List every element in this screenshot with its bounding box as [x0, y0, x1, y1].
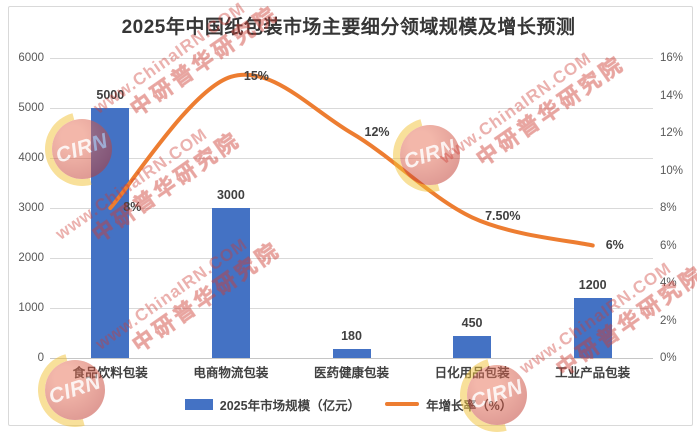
- gridline: [50, 257, 653, 259]
- category-label: 电商物流包装: [193, 366, 269, 380]
- watermark-url-text: www.ChinaIRN.COM: [436, 48, 595, 168]
- bar: [91, 108, 130, 358]
- right-axis-tick-label: 8%: [660, 202, 677, 214]
- left-axis-tick-label: 1000: [18, 302, 44, 314]
- bar-value-label: 1200: [578, 278, 607, 292]
- right-axis-tick-label: 6%: [660, 239, 677, 252]
- right-axis-tick-label: 10%: [660, 164, 684, 177]
- right-axis-tick-label: 0%: [660, 352, 677, 364]
- left-axis-tick-label: 0: [37, 352, 44, 364]
- legend-bar-label: 2025年市场规模（亿元）: [219, 398, 361, 413]
- cirn-logo-ring: [379, 104, 481, 206]
- gridline: [50, 57, 653, 59]
- bar-value-label: 450: [461, 315, 483, 330]
- category-label: 工业产品包装: [555, 366, 631, 380]
- line-point-label: 12%: [364, 125, 390, 139]
- cirn-logo-ball: [400, 125, 460, 185]
- watermark-cn-text: 中研普华研究院: [128, 237, 286, 357]
- chart-title: 2025年中国纸包装市场主要细分领域规模及增长预测: [121, 17, 576, 38]
- legend-line-swatch: [385, 402, 420, 406]
- line-point-label: 15%: [243, 68, 269, 83]
- cirn-logo-text: CIRN: [467, 375, 526, 414]
- bar: [573, 298, 612, 358]
- gridline: [50, 307, 653, 309]
- bar-value-label: 5000: [96, 88, 125, 102]
- right-axis-tick-label: 2%: [660, 314, 677, 327]
- legend-line-label: 年增长率（%）: [426, 398, 513, 413]
- left-axis-tick-label: 2000: [18, 252, 44, 264]
- line-point-label: 8%: [123, 200, 142, 214]
- bar: [211, 208, 250, 358]
- right-axis-tick-label: 16%: [660, 52, 684, 64]
- cirn-logo-text: CIRN: [400, 135, 459, 174]
- right-axis-tick-label: 14%: [660, 89, 684, 102]
- left-axis-tick-label: 4000: [18, 152, 44, 164]
- bar: [332, 349, 371, 358]
- bar-value-label: 3000: [216, 188, 245, 202]
- cirn-logo-watermark: CIRN: [379, 104, 481, 206]
- gridline: [50, 157, 653, 159]
- category-label: 医药健康包装: [313, 366, 389, 380]
- watermark-cn-text: 中研普华研究院: [472, 51, 630, 171]
- gridline: [50, 357, 653, 359]
- bar-value-label: 180: [341, 329, 362, 343]
- line-point-label: 6%: [605, 237, 624, 252]
- line-point-label: 7.50%: [485, 209, 521, 224]
- left-axis-tick-label: 3000: [18, 202, 44, 214]
- legend-bar-swatch: [184, 398, 213, 410]
- category-label: 食品饮料包装: [72, 366, 148, 380]
- right-axis-tick-label: 12%: [660, 127, 684, 139]
- gridline: [50, 107, 653, 109]
- right-axis-tick-label: 4%: [660, 277, 677, 289]
- category-label: 日化用品包装: [434, 366, 510, 380]
- watermark-url-text: www.ChinaIRN.COM: [52, 124, 211, 244]
- bar: [453, 335, 492, 358]
- legend: 2025年市场规模（亿元） 年增长率（%）: [0, 395, 697, 413]
- left-axis-tick-label: 5000: [18, 102, 44, 114]
- left-axis-tick-label: 6000: [18, 52, 44, 64]
- cirn-logo-watermark: CIRN: [24, 339, 126, 433]
